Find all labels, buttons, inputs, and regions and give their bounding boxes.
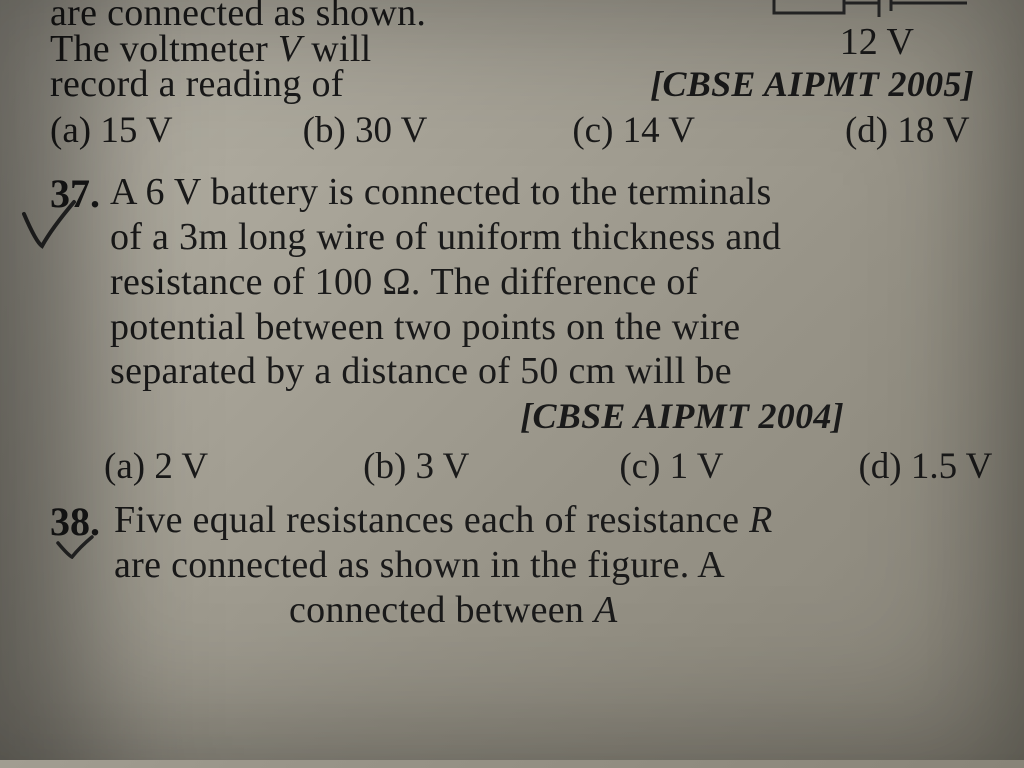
q37: 37. A 6 V battery is connected to the te… bbox=[50, 170, 994, 439]
q37-opt-c: (c) 1 V bbox=[619, 445, 723, 488]
partialq-options: (a) 15 V (b) 30 V (c) 14 V (d) 18 V bbox=[50, 109, 994, 152]
q38-line1-a: Five equal resistances each of resistanc… bbox=[114, 499, 749, 541]
q37-opt-b: (b) 3 V bbox=[363, 445, 469, 488]
partialq-line3: record a reading of bbox=[50, 63, 344, 107]
q37-opt-d: (d) 1.5 V bbox=[858, 445, 992, 488]
circuit-label-12v: 12 V bbox=[840, 20, 914, 64]
partialq-source: [CBSE AIPMT 2005] bbox=[650, 64, 974, 105]
q37-body: A 6 V battery is connected to the termin… bbox=[110, 170, 994, 439]
q38-line1: Five equal resistances each of resistanc… bbox=[114, 498, 994, 543]
partialq-line3-row: record a reading of [CBSE AIPMT 2005] bbox=[50, 63, 994, 107]
partialq-opt-c: (c) 14 V bbox=[572, 109, 695, 152]
q37-line4: potential between two points on the wire bbox=[110, 305, 994, 350]
q37-line1: A 6 V battery is connected to the termin… bbox=[110, 170, 994, 215]
page-scan: 12 V are connected as shown. The voltmet… bbox=[0, 0, 1024, 633]
q38: 38. Five equal resistances each of resis… bbox=[50, 498, 994, 632]
q38-line2: are connected as shown in the figure. A bbox=[114, 543, 994, 588]
partialq-opt-a: (a) 15 V bbox=[50, 109, 173, 152]
q38-cutoff-mid: connected between bbox=[289, 589, 594, 631]
q37-options: (a) 2 V (b) 3 V (c) 1 V (d) 1.5 V bbox=[50, 445, 994, 488]
q38-number: 38. bbox=[50, 498, 108, 545]
node-symbol-A: A bbox=[594, 589, 618, 631]
q37-source-row: [CBSE AIPMT 2004] bbox=[110, 394, 994, 439]
partialq-opt-d: (d) 18 V bbox=[845, 109, 970, 152]
q37-source: [CBSE AIPMT 2004] bbox=[520, 396, 844, 436]
q37-number: 37. bbox=[50, 170, 104, 217]
q38-cutoff-line: connected between A bbox=[114, 588, 994, 633]
q37-line3: resistance of 100 Ω. The difference of bbox=[110, 260, 994, 305]
q38-body: Five equal resistances each of resistanc… bbox=[114, 498, 994, 632]
handwritten-tick-icon bbox=[18, 198, 78, 253]
partialq-opt-b: (b) 30 V bbox=[303, 109, 428, 152]
q37-opt-a: (a) 2 V bbox=[104, 445, 208, 488]
resistance-symbol-R: R bbox=[749, 499, 773, 541]
q37-line5: separated by a distance of 50 cm will be bbox=[110, 349, 994, 394]
handwritten-tick-icon bbox=[54, 535, 94, 559]
q37-line2: of a 3m long wire of uniform thickness a… bbox=[110, 215, 994, 260]
